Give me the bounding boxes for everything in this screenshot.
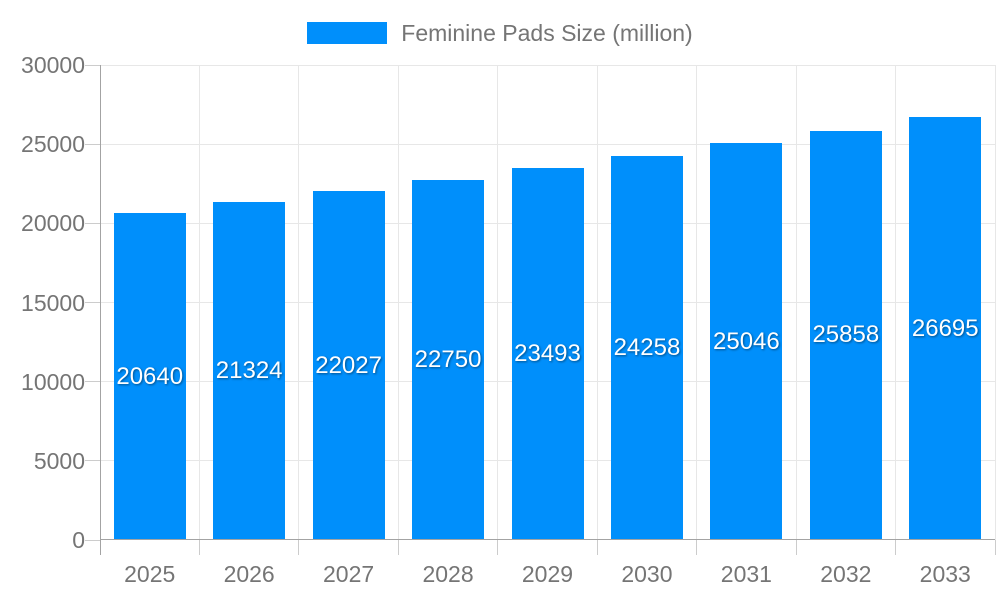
y-tick-mark — [85, 302, 100, 303]
x-tick-mark — [497, 540, 499, 555]
bar[interactable]: 21324 — [213, 202, 286, 540]
bar-value-label: 22027 — [315, 351, 382, 379]
legend-label: Feminine Pads Size (million) — [401, 20, 693, 46]
bar[interactable]: 25046 — [710, 143, 783, 540]
y-tick-mark — [85, 539, 100, 541]
y-tick-label: 25000 — [21, 131, 85, 158]
x-tick-mark — [895, 540, 897, 555]
y-tick-mark — [85, 64, 100, 66]
gridline-vertical — [497, 65, 499, 540]
y-tick-label: 5000 — [33, 447, 85, 474]
plot-area: 20640 21324 22027 22750 23493 24258 25046 25858… — [85, 64, 996, 555]
bar-value-label: 26695 — [911, 314, 979, 342]
bar[interactable]: 22750 — [412, 179, 485, 540]
x-tick-mark — [994, 540, 996, 555]
y-tick-label: 30000 — [21, 52, 85, 78]
gridline-vertical — [198, 65, 200, 540]
bar-value-label: 25046 — [713, 327, 780, 355]
x-tick-label: 2032 — [820, 561, 872, 587]
gridline-horizontal — [100, 143, 995, 145]
x-tick-label: 2030 — [621, 561, 673, 587]
x-tick-mark — [397, 540, 399, 555]
gridline-vertical — [795, 65, 797, 540]
x-tick-label: 2027 — [323, 561, 375, 587]
legend[interactable]: Feminine Pads Size (million) — [0, 21, 1000, 45]
bar-value-label: 24258 — [613, 333, 681, 361]
x-tick-label: 2031 — [720, 561, 772, 587]
gridline-horizontal — [100, 64, 995, 66]
y-tick-mark — [85, 460, 100, 462]
x-axis-line — [100, 539, 995, 540]
bar-value-label: 22750 — [414, 345, 482, 373]
gridline-vertical — [696, 65, 698, 540]
x-tick-mark — [696, 540, 698, 555]
bar[interactable]: 20640 — [113, 213, 186, 540]
legend-swatch — [307, 22, 388, 44]
y-axis-line — [100, 65, 101, 555]
x-tick-mark — [795, 540, 797, 555]
bar-value-label: 21324 — [215, 357, 283, 385]
y-tick-mark — [85, 381, 100, 383]
gridline-vertical — [895, 65, 897, 540]
gridline-vertical — [298, 65, 300, 540]
bar[interactable]: 26695 — [909, 117, 982, 540]
bar-value-label: 25858 — [812, 321, 880, 349]
bar-value-label: 23493 — [514, 340, 581, 368]
bar[interactable]: 22027 — [312, 191, 385, 540]
x-tick-label: 2025 — [124, 561, 176, 587]
bar[interactable]: 23493 — [511, 168, 584, 540]
bar-value-label: 20640 — [116, 362, 184, 390]
gridline-vertical — [994, 65, 996, 540]
x-tick-mark — [596, 540, 598, 555]
y-tick-label: 10000 — [21, 368, 85, 395]
x-tick-mark — [298, 540, 300, 555]
y-tick-mark — [85, 143, 100, 145]
bar[interactable]: 25858 — [809, 130, 882, 540]
x-tick-mark — [198, 540, 200, 555]
x-tick-label: 2033 — [919, 561, 971, 587]
x-tick-label: 2028 — [422, 561, 474, 587]
x-tick-label: 2026 — [223, 561, 275, 587]
y-tick-label: 15000 — [21, 289, 85, 316]
gridline-vertical — [596, 65, 598, 540]
y-tick-mark — [85, 222, 100, 224]
x-tick-label: 2029 — [521, 561, 574, 587]
gridline-vertical — [397, 65, 399, 540]
bar[interactable]: 24258 — [610, 155, 683, 540]
y-tick-label: 20000 — [21, 210, 85, 237]
y-tick-label: 0 — [72, 527, 85, 553]
